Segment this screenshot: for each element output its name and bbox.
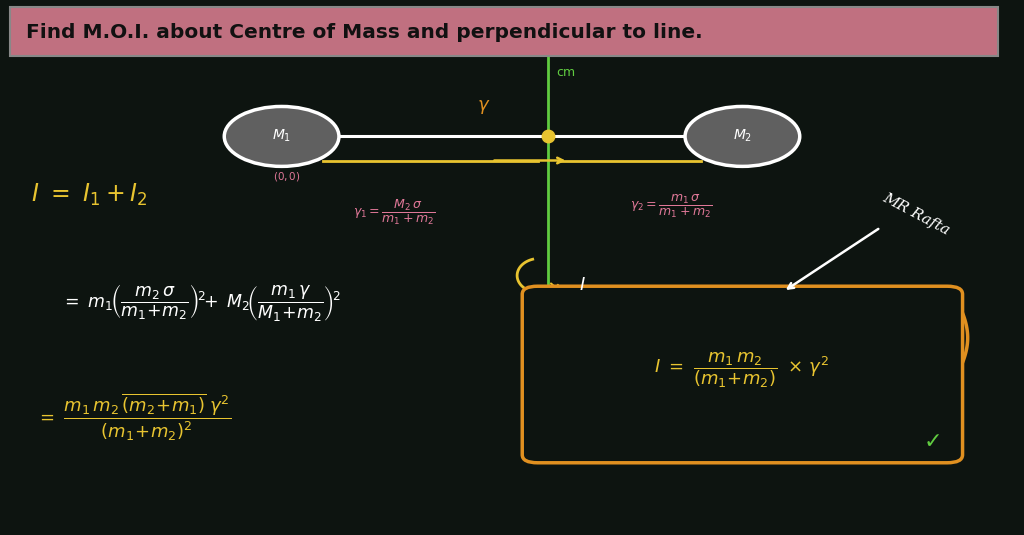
Text: $=\ \dfrac{m_1\,m_2\,\overline{(m_2\!+\!m_1)}\;\gamma^2}{(m_1\!+\!m_2)^2}$: $=\ \dfrac{m_1\,m_2\,\overline{(m_2\!+\!… <box>36 392 231 443</box>
Circle shape <box>224 106 339 166</box>
Text: $\gamma_1 = \dfrac{M_2\,\sigma}{m_1+m_2}$: $\gamma_1 = \dfrac{M_2\,\sigma}{m_1+m_2}… <box>353 198 435 227</box>
Circle shape <box>685 106 800 166</box>
Text: $M_2$: $M_2$ <box>733 127 752 143</box>
Text: $\gamma$: $\gamma$ <box>476 98 490 116</box>
Text: Find M.O.I. about Centre of Mass and perpendicular to line.: Find M.O.I. about Centre of Mass and per… <box>26 22 702 42</box>
Text: $I\ =\ \dfrac{m_1\,m_2}{(m_1\!+\!m_2)}\ \times\,\gamma^2$: $I\ =\ \dfrac{m_1\,m_2}{(m_1\!+\!m_2)}\ … <box>654 350 828 390</box>
Text: MR Rafta: MR Rafta <box>881 190 952 238</box>
Text: $(0,0)$: $(0,0)$ <box>272 170 301 182</box>
Text: $M_1$: $M_1$ <box>272 127 291 143</box>
Text: $I$: $I$ <box>579 276 586 294</box>
Text: $I\ =\ I_1 + I_2$: $I\ =\ I_1 + I_2$ <box>31 182 147 208</box>
FancyBboxPatch shape <box>522 286 963 463</box>
Text: cm: cm <box>556 66 575 79</box>
Text: $=\ m_1\!\left(\dfrac{m_2\,\sigma}{m_1\!+\!m_2}\right)^{\!2}\!\!+\;M_2\!\left(\d: $=\ m_1\!\left(\dfrac{m_2\,\sigma}{m_1\!… <box>61 282 342 323</box>
Text: $\checkmark$: $\checkmark$ <box>924 430 940 450</box>
Text: $\gamma_2 = \dfrac{m_1\,\sigma}{m_1+m_2}$: $\gamma_2 = \dfrac{m_1\,\sigma}{m_1+m_2}… <box>630 193 712 220</box>
FancyBboxPatch shape <box>10 7 998 56</box>
